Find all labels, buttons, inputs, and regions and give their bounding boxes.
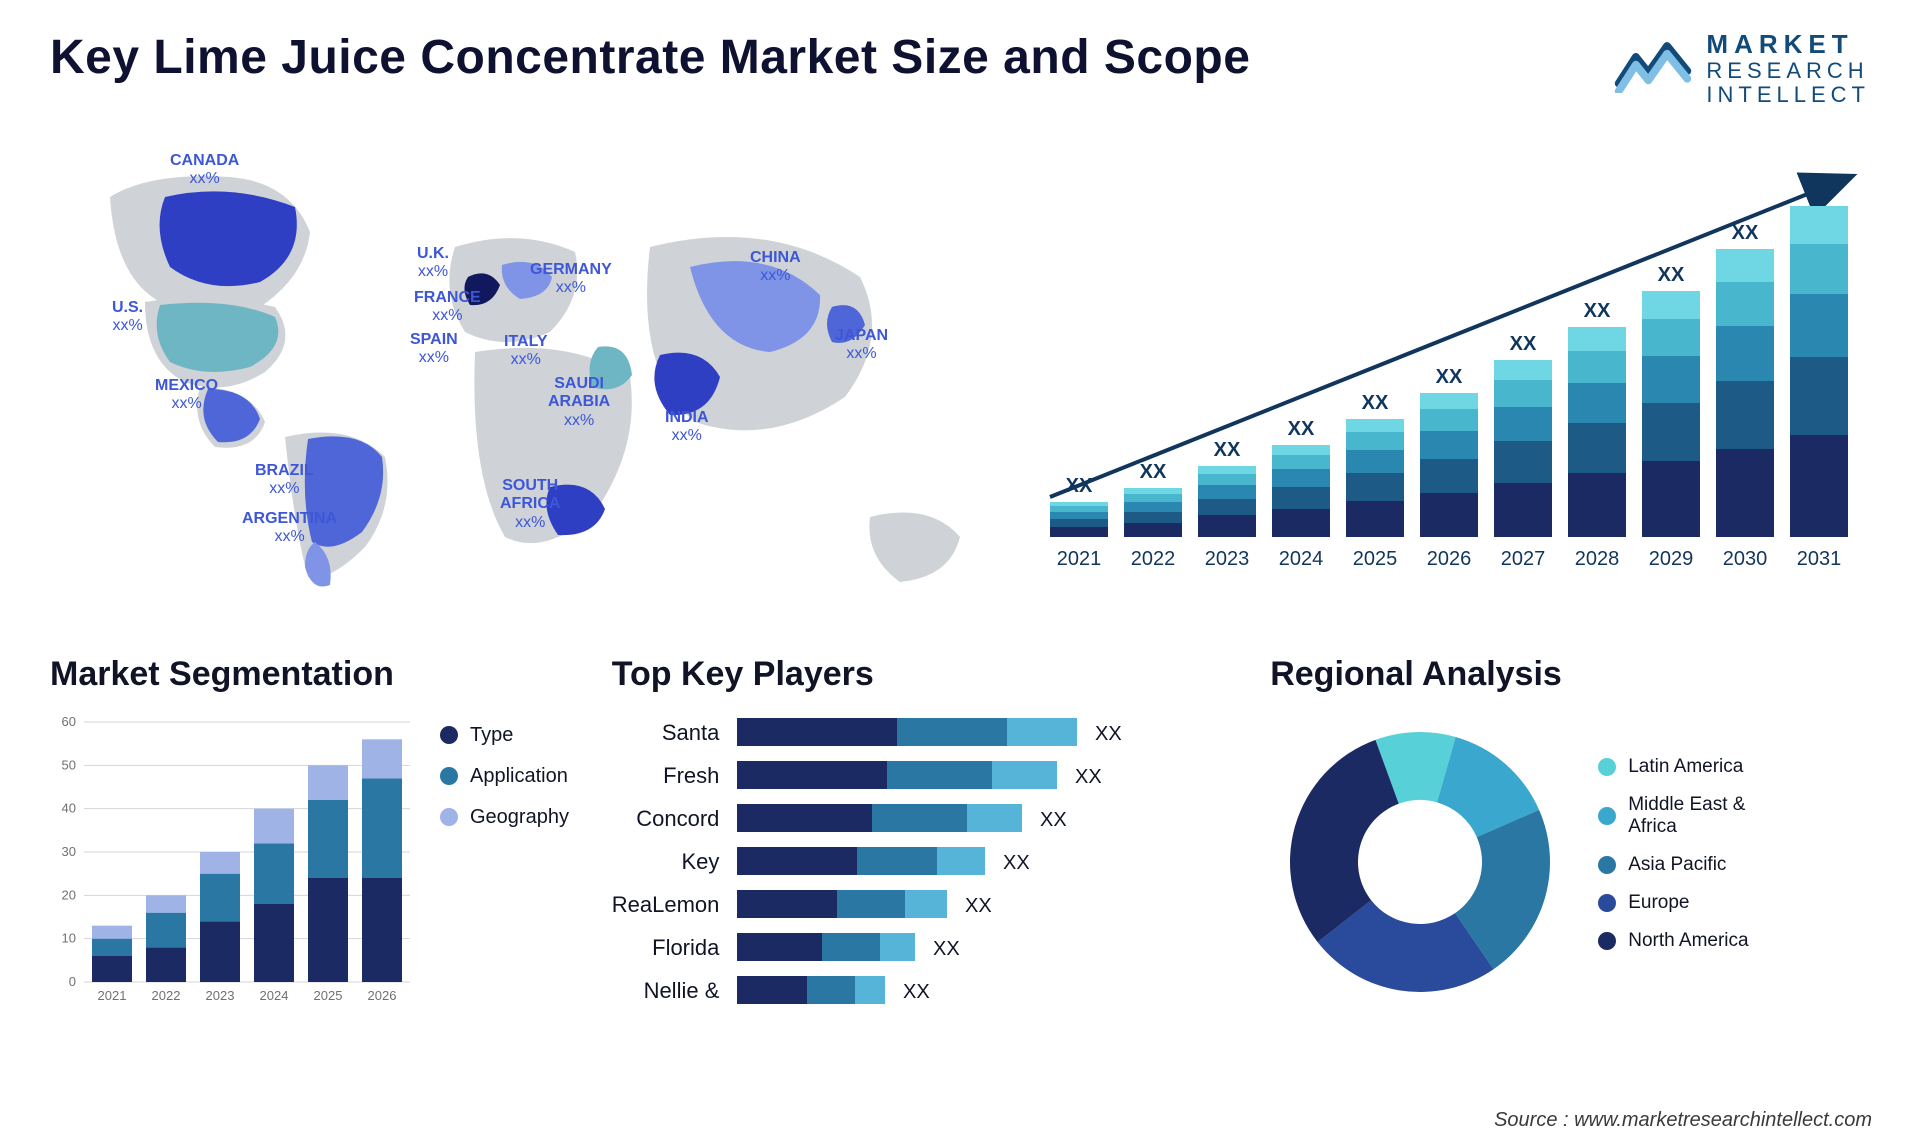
svg-text:XX: XX: [1075, 766, 1102, 788]
region-legend-middle-east-africa: Middle East &Africa: [1598, 794, 1748, 838]
regional-donut: [1270, 712, 1570, 1012]
svg-text:XX: XX: [1510, 333, 1537, 355]
map-label-canada: CANADAxx%: [170, 152, 239, 189]
svg-text:XX: XX: [903, 981, 930, 1003]
svg-text:2029: 2029: [1649, 548, 1694, 570]
svg-text:XX: XX: [1140, 461, 1167, 483]
svg-text:2025: 2025: [314, 988, 343, 1003]
svg-text:XX: XX: [1003, 852, 1030, 874]
svg-text:2027: 2027: [1501, 548, 1546, 570]
segmentation-legend: Type Application Geography: [440, 724, 569, 1017]
region-legend-north-america: North America: [1598, 930, 1748, 952]
map-label-u-s-: U.S.xx%: [112, 299, 143, 336]
svg-text:2022: 2022: [1131, 548, 1176, 570]
svg-text:XX: XX: [1040, 809, 1067, 831]
segmentation-chart: 0 10 20 30 40 50 60 2021 2022 2023 2024 2025 2026: [50, 712, 410, 1012]
svg-text:2021: 2021: [98, 988, 127, 1003]
map-label-south-africa: SOUTHAFRICAxx%: [500, 477, 560, 532]
svg-text:XX: XX: [1214, 439, 1241, 461]
svg-text:XX: XX: [1362, 392, 1389, 414]
brand-line1: MARKET: [1706, 30, 1870, 59]
svg-text:2023: 2023: [206, 988, 235, 1003]
map-label-france: FRANCExx%: [414, 289, 481, 326]
players-labels: SantaFreshConcordKeyReaLemonFloridaNelli…: [612, 712, 720, 1013]
segmentation-panel: Market Segmentation 0 10 20 30 40 50 60 2021 202…: [50, 655, 592, 1027]
svg-text:2023: 2023: [1205, 548, 1250, 570]
map-label-italy: ITALYxx%: [504, 333, 548, 370]
map-label-japan: JAPANxx%: [835, 327, 888, 364]
map-label-saudi-arabia: SAUDIARABIAxx%: [548, 375, 610, 430]
page-title: Key Lime Juice Concentrate Market Size a…: [50, 30, 1250, 85]
svg-text:2025: 2025: [1353, 548, 1398, 570]
regional-panel: Regional Analysis Latin America Middle Ea…: [1270, 655, 1870, 1027]
svg-text:2031: 2031: [1797, 548, 1842, 570]
players-title: Top Key Players: [612, 655, 1250, 694]
svg-text:2030: 2030: [1723, 548, 1768, 570]
map-label-argentina: ARGENTINAxx%: [242, 510, 337, 547]
brand-line3: INTELLECT: [1706, 83, 1870, 107]
segmentation-legend-application: Application: [440, 765, 569, 788]
map-label-spain: SPAINxx%: [410, 331, 458, 368]
regional-legend: Latin America Middle East &Africa Asia Pac…: [1598, 756, 1748, 968]
world-map: CANADAxx% U.S.xx% MEXICOxx% BRAZILxx% ARGENT…: [50, 137, 990, 617]
map-label-china: CHINAxx%: [750, 249, 801, 286]
svg-text:2021: 2021: [1057, 548, 1102, 570]
region-legend-europe: Europe: [1598, 892, 1748, 914]
svg-text:2024: 2024: [260, 988, 289, 1003]
regional-title: Regional Analysis: [1270, 655, 1870, 694]
svg-text:40: 40: [62, 801, 76, 816]
svg-text:XX: XX: [1436, 366, 1463, 388]
svg-text:2026: 2026: [368, 988, 397, 1003]
svg-text:XX: XX: [1732, 222, 1759, 244]
brand-logo: MARKET RESEARCH INTELLECT: [1614, 30, 1870, 107]
svg-text:2022: 2022: [152, 988, 181, 1003]
segmentation-title: Market Segmentation: [50, 655, 592, 694]
players-chart: XXXXXXXXXXXXXX: [737, 712, 1197, 1022]
region-legend-asia-pacific: Asia Pacific: [1598, 854, 1748, 876]
growth-chart: XX 2021 XX 2022 XX 2023 XX 2024 XX 2025 XX 2026 XX 20…: [1030, 137, 1870, 617]
map-label-germany: GERMANYxx%: [530, 261, 612, 298]
svg-text:XX: XX: [1658, 264, 1685, 286]
svg-text:0: 0: [69, 974, 76, 989]
svg-text:XX: XX: [1288, 418, 1315, 440]
svg-text:2024: 2024: [1279, 548, 1324, 570]
svg-text:2026: 2026: [1427, 548, 1472, 570]
segmentation-legend-type: Type: [440, 724, 569, 747]
map-label-u-k-: U.K.xx%: [417, 245, 449, 282]
brand-line2: RESEARCH: [1706, 59, 1870, 83]
svg-text:XX: XX: [1584, 300, 1611, 322]
svg-text:30: 30: [62, 844, 76, 859]
map-label-india: INDIAxx%: [665, 409, 709, 446]
segmentation-legend-geography: Geography: [440, 806, 569, 829]
svg-text:XX: XX: [965, 895, 992, 917]
svg-text:XX: XX: [1806, 179, 1833, 201]
svg-text:XX: XX: [1066, 475, 1093, 497]
svg-text:XX: XX: [933, 938, 960, 960]
svg-text:10: 10: [62, 931, 76, 946]
svg-text:60: 60: [62, 714, 76, 729]
brand-mark-icon: [1614, 38, 1692, 98]
region-legend-latin-america: Latin America: [1598, 756, 1748, 778]
source-attribution: Source : www.marketresearchintellect.com: [1494, 1109, 1872, 1132]
svg-text:XX: XX: [1095, 723, 1122, 745]
svg-text:20: 20: [62, 887, 76, 902]
players-panel: Top Key Players SantaFreshConcordKeyReaL…: [612, 655, 1250, 1027]
map-label-brazil: BRAZILxx%: [255, 462, 314, 499]
svg-text:2028: 2028: [1575, 548, 1620, 570]
svg-text:50: 50: [62, 757, 76, 772]
map-label-mexico: MEXICOxx%: [155, 377, 218, 414]
